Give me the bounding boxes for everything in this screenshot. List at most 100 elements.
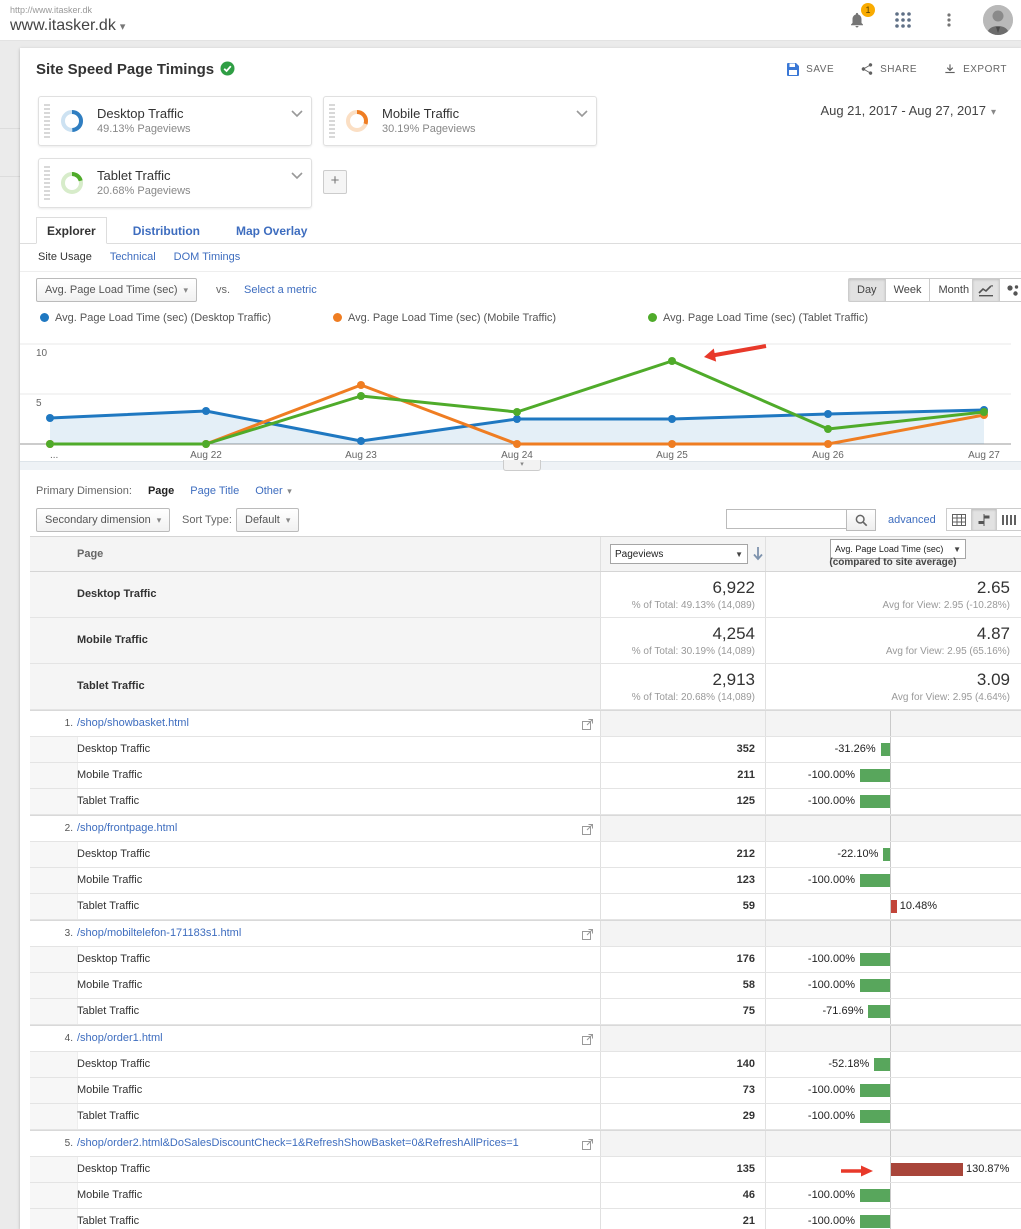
page-url-link[interactable]: /shop/showbasket.html — [77, 717, 189, 729]
line-chart-icon — [978, 284, 993, 296]
dimension-option-page[interactable]: Page — [147, 485, 175, 497]
column-divider — [600, 842, 601, 867]
column-divider — [600, 711, 601, 736]
column-divider — [765, 973, 766, 998]
column-header-page[interactable]: Page — [77, 548, 104, 560]
segment-label: Mobile Traffic — [77, 979, 143, 991]
subtab-site-usage[interactable]: Site Usage — [38, 251, 92, 263]
date-range-selector[interactable]: Aug 21, 2017 - Aug 27, 2017 ▾ — [820, 103, 996, 118]
column-divider — [600, 1026, 601, 1051]
open-page-icon[interactable] — [582, 1137, 593, 1155]
bar-axis — [890, 1104, 891, 1129]
pageviews-subtext: % of Total: 20.68% (14,089) — [631, 692, 755, 703]
drag-handle-icon[interactable] — [329, 104, 335, 138]
page-url-link[interactable]: /shop/frontpage.html — [77, 822, 178, 834]
search-button[interactable] — [846, 509, 876, 531]
granularity-month[interactable]: Month — [930, 278, 979, 302]
open-page-icon[interactable] — [582, 717, 593, 735]
segment-subtitle: 20.68% Pageviews — [97, 185, 191, 197]
column-divider — [765, 842, 766, 867]
column-divider — [600, 973, 601, 998]
bubbles-icon — [1007, 284, 1019, 296]
tab-explorer[interactable]: Explorer — [36, 217, 107, 244]
apps-grid-button[interactable] — [891, 8, 915, 32]
line-chart-view-button[interactable] — [972, 278, 1000, 302]
comparison-view-button[interactable] — [972, 508, 997, 531]
table-search-input[interactable] — [726, 509, 851, 529]
bar-axis — [890, 973, 891, 998]
export-button[interactable]: EXPORT — [943, 62, 1007, 76]
metric-value: 3.09 — [976, 670, 1010, 689]
metric-cell: -100.00% — [765, 1104, 1021, 1129]
tab-distribution[interactable]: Distribution — [132, 224, 201, 238]
select-metric-link[interactable]: Select a metric — [244, 284, 317, 296]
segment-card-desktop-traffic[interactable]: Desktop Traffic 49.13% Pageviews — [38, 96, 312, 146]
sort-direction-icon[interactable] — [752, 546, 764, 566]
summary-pageviews: 4,254 % of Total: 30.19% (14,089) — [600, 618, 765, 663]
open-page-icon[interactable] — [582, 927, 593, 945]
summary-metric: 3.09 Avg for View: 2.95 (4.64%) — [765, 664, 1010, 709]
floppy-icon — [787, 63, 800, 76]
page-url-link[interactable]: /shop/order2.html&DoSalesDiscountCheck=1… — [77, 1137, 519, 1149]
segment-metric-row: Desktop Traffic 352 -31.26% — [30, 737, 1021, 763]
index-gutter — [30, 763, 78, 788]
subtab-dom-timings[interactable]: DOM Timings — [173, 251, 241, 263]
motion-chart-view-button[interactable] — [1000, 278, 1021, 302]
add-segment-button[interactable]: + — [323, 170, 347, 194]
data-view-button[interactable] — [946, 508, 972, 531]
drag-handle-icon[interactable] — [44, 166, 50, 200]
delta-bar — [891, 900, 897, 913]
granularity-week[interactable]: Week — [885, 278, 931, 302]
index-gutter — [30, 973, 78, 998]
pageviews-cell: 59 — [600, 894, 765, 919]
granularity-day[interactable]: Day — [848, 278, 886, 302]
pageviews-value: 4,254 — [712, 624, 755, 643]
share-button[interactable]: SHARE — [860, 62, 917, 76]
tab-map-overlay[interactable]: Map Overlay — [236, 224, 308, 238]
bar-axis — [890, 816, 891, 841]
chevron-down-icon[interactable] — [291, 105, 303, 123]
subtab-technical[interactable]: Technical — [109, 251, 156, 263]
metric-cell — [765, 1026, 1021, 1051]
delta-value: -52.18% — [828, 1058, 870, 1070]
secondary-dimension-dropdown[interactable]: Secondary dimension ▾ — [36, 508, 171, 532]
metric-column-select[interactable]: Avg. Page Load Time (sec) ▼ — [830, 539, 966, 559]
open-page-icon[interactable] — [582, 1032, 593, 1050]
drag-handle-icon[interactable] — [44, 104, 50, 138]
page-url-link[interactable]: /shop/order1.html — [77, 1032, 163, 1044]
pageviews-value: 6,922 — [712, 578, 755, 597]
sort-type-dropdown[interactable]: Default ▾ — [236, 508, 300, 532]
pageviews-column-select[interactable]: Pageviews ▼ — [610, 544, 748, 564]
segment-card-tablet-traffic[interactable]: Tablet Traffic 20.68% Pageviews — [38, 158, 312, 208]
segment-metric-row: Desktop Traffic 135 130.87% — [30, 1157, 1021, 1183]
bar-axis — [890, 1052, 891, 1077]
metric-cell: -100.00% — [765, 973, 1021, 998]
dimension-option-page-title[interactable]: Page Title — [190, 485, 240, 497]
column-divider — [600, 1183, 601, 1208]
delta-bar — [860, 769, 890, 782]
save-button[interactable]: SAVE — [786, 62, 834, 76]
segment-card-mobile-traffic[interactable]: Mobile Traffic 30.19% Pageviews — [323, 96, 597, 146]
annotations-toggle[interactable]: ▾ — [503, 460, 541, 471]
pageviews-subtext: % of Total: 49.13% (14,089) — [631, 600, 755, 611]
pivot-view-button[interactable] — [997, 508, 1021, 531]
account-selector[interactable]: www.itasker.dk ▾ — [10, 17, 126, 34]
column-divider — [600, 1209, 601, 1229]
page-url-link[interactable]: /shop/mobiltelefon-171183s1.html — [77, 927, 242, 939]
metric-select-dropdown[interactable]: Avg. Page Load Time (sec) ▾ — [36, 278, 198, 302]
column-divider — [600, 894, 601, 919]
sidebar-divider — [0, 128, 20, 129]
overflow-menu-button[interactable] — [937, 8, 961, 32]
avatar[interactable] — [983, 5, 1013, 35]
notifications-button[interactable]: 1 — [845, 3, 875, 32]
segment-label: Mobile Traffic — [77, 874, 143, 886]
column-divider — [765, 894, 766, 919]
dimension-option-other[interactable]: Other ▾ — [255, 485, 292, 497]
metric-value: 2.65 — [976, 578, 1010, 597]
chevron-down-icon[interactable] — [291, 167, 303, 185]
advanced-filter-link[interactable]: advanced — [888, 514, 936, 526]
chevron-down-icon[interactable] — [576, 105, 588, 123]
open-page-icon[interactable] — [582, 822, 593, 840]
chevron-down-icon: ▾ — [284, 486, 292, 496]
metric-cell: -100.00% — [765, 763, 1021, 788]
